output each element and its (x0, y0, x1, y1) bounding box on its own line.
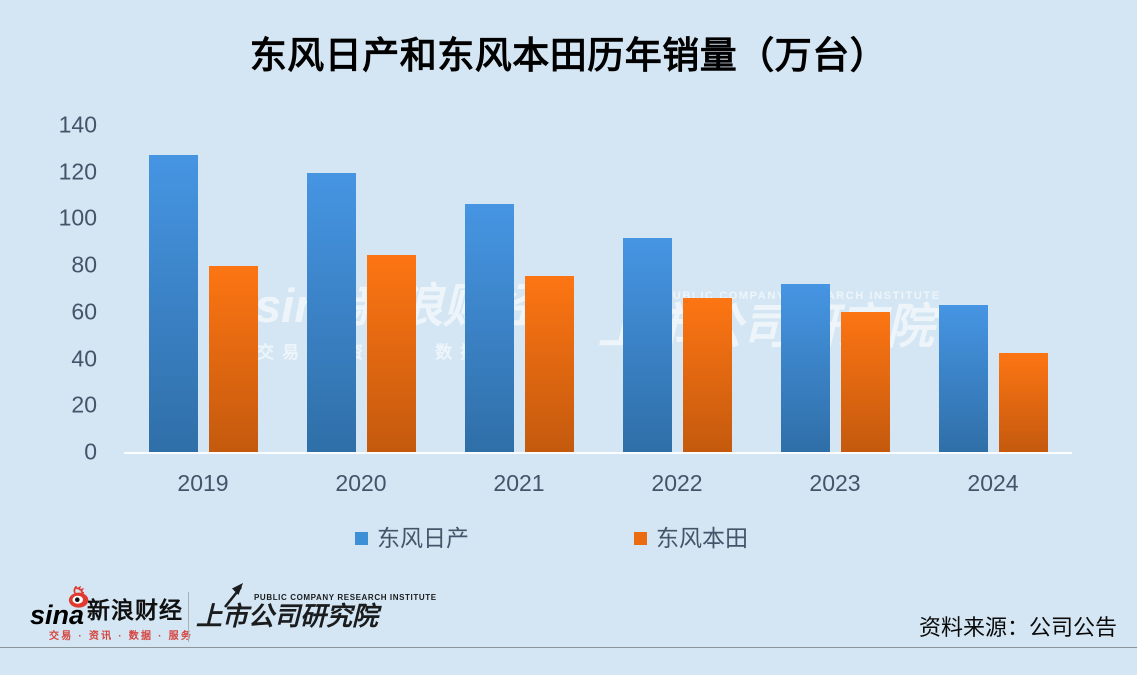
legend-label-nissan: 东风日产 (377, 525, 469, 551)
pcri-logo: PUBLIC COMPANY RESEARCH INSTITUTE 上市公司研究… (196, 583, 436, 643)
bar-dongfeng-honda-2021 (524, 275, 574, 452)
x-axis-labels: 2019 2020 2021 2022 2023 2024 (124, 470, 1072, 500)
bar-dongfeng-nissan-2019 (148, 154, 198, 452)
legend-swatch-honda (634, 532, 647, 545)
chart-title: 东风日产和东风本田历年销量（万台） (249, 35, 888, 76)
x-tick-label: 2019 (177, 470, 229, 496)
footer-divider (0, 647, 1137, 648)
x-tick-label: 2020 (335, 470, 387, 496)
legend-swatch-nissan (355, 532, 368, 545)
y-tick-label: 60 (71, 298, 97, 325)
y-axis: 0 20 40 60 80 100 120 140 (40, 113, 97, 463)
y-tick-label: 140 (58, 111, 97, 138)
bar-dongfeng-honda-2023 (840, 311, 890, 452)
sina-finance-logo: sina 新浪财经 交易 · 资讯 · 数据 · 服务 (30, 585, 191, 644)
bar-dongfeng-nissan-2022 (622, 238, 672, 452)
data-source-label: 资料来源：公司公告 (918, 615, 1117, 640)
bar-dongfeng-honda-2022 (682, 298, 732, 452)
bar-dongfeng-nissan-2024 (938, 305, 988, 452)
plot-area (124, 125, 1072, 454)
bar-dongfeng-honda-2020 (366, 254, 416, 452)
bar-group-2023 (756, 125, 914, 452)
footer-vertical-divider (188, 592, 189, 642)
legend-label-honda: 东风本田 (656, 525, 748, 551)
arrow-up-icon (220, 580, 250, 615)
sina-wordmark: sina (30, 600, 85, 630)
x-tick-label: 2022 (651, 470, 703, 496)
bar-group-2022 (598, 125, 756, 452)
y-tick-label: 100 (58, 204, 97, 231)
bar-dongfeng-nissan-2020 (306, 172, 356, 452)
x-tick-label: 2021 (493, 470, 545, 496)
sina-eye-icon (66, 585, 93, 614)
bar-group-2021 (440, 125, 598, 452)
bar-group-2024 (914, 125, 1072, 452)
y-tick-label: 40 (71, 345, 97, 372)
legend-item-nissan: 东风日产 (355, 527, 469, 550)
bar-dongfeng-honda-2019 (208, 265, 258, 452)
y-tick-label: 120 (58, 158, 97, 185)
legend-item-honda: 东风本田 (634, 527, 748, 550)
y-tick-label: 0 (84, 438, 97, 465)
sina-tagline: 交易 · 资讯 · 数据 · 服务 (49, 631, 194, 642)
bar-dongfeng-nissan-2021 (464, 203, 514, 452)
x-tick-label: 2023 (809, 470, 861, 496)
bar-dongfeng-nissan-2023 (780, 283, 830, 452)
y-tick-label: 80 (71, 251, 97, 278)
pcri-name: 上市公司研究院 (196, 601, 379, 631)
bar-group-2020 (282, 125, 440, 452)
x-tick-label: 2024 (967, 470, 1019, 496)
sina-cn-name: 新浪财经 (87, 597, 183, 623)
bar-group-2019 (124, 125, 282, 452)
bar-dongfeng-honda-2024 (998, 352, 1048, 452)
y-tick-label: 20 (71, 391, 97, 418)
pcri-subtitle: PUBLIC COMPANY RESEARCH INSTITUTE (254, 593, 437, 602)
